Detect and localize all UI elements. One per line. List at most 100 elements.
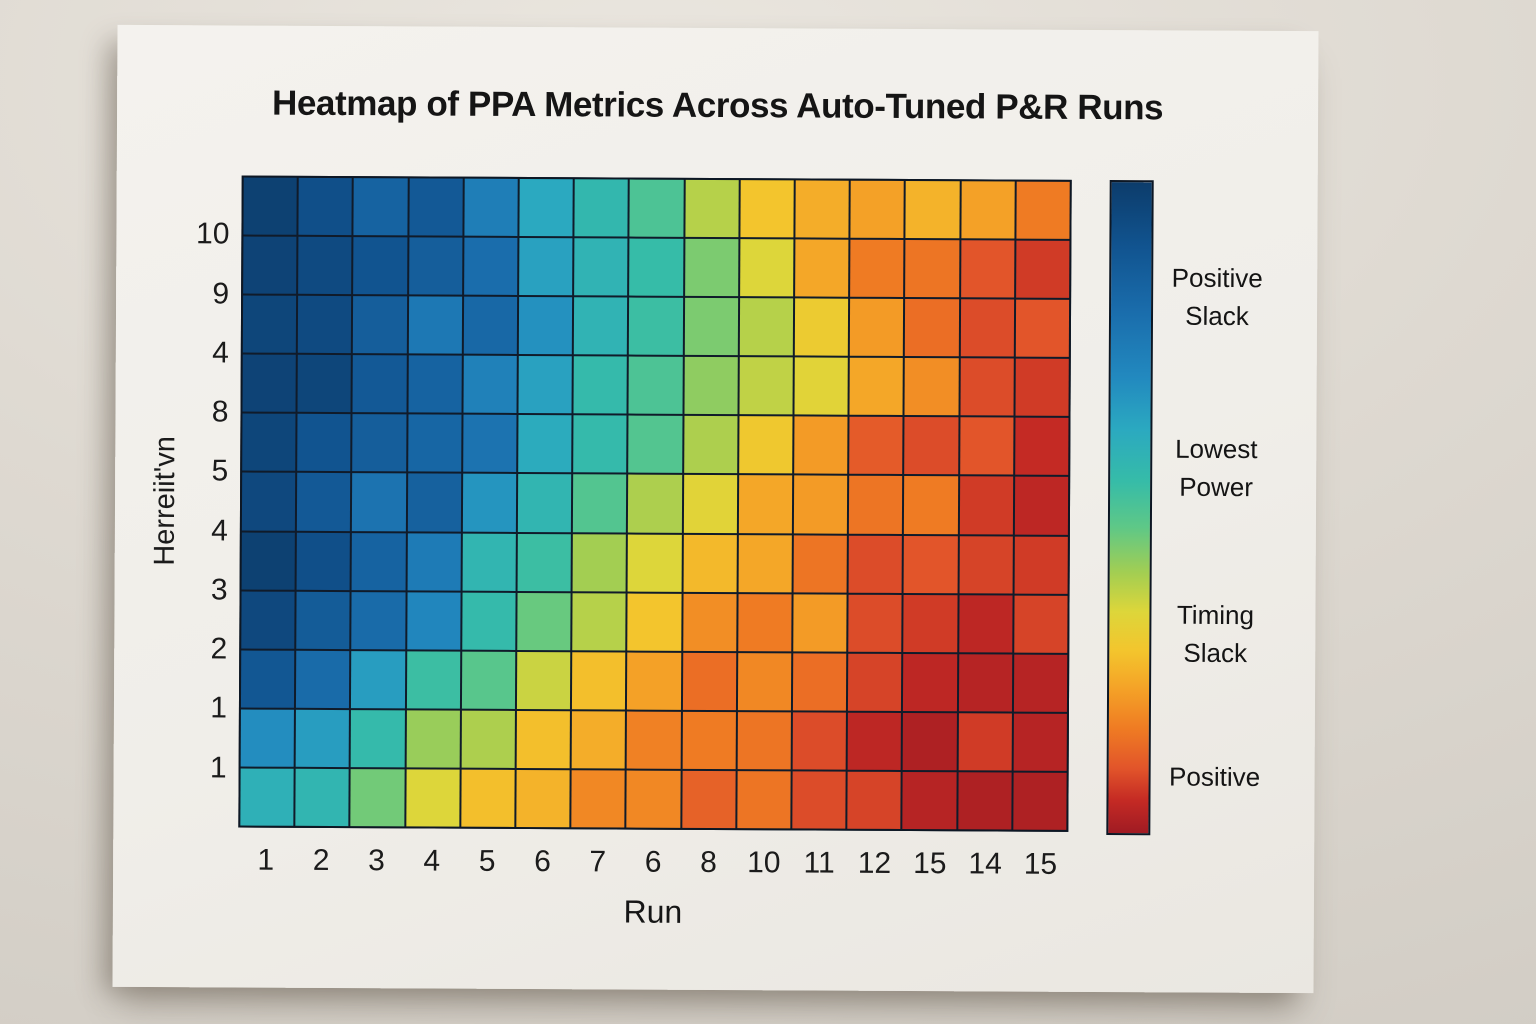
heatmap-cell [793, 594, 847, 652]
heatmap-cell [958, 653, 1013, 712]
heatmap-cell [905, 180, 960, 239]
heatmap-cell [353, 178, 408, 236]
x-tick-label: 11 [803, 846, 835, 880]
heatmap-cell [295, 768, 350, 827]
y-tick-label: 8 [211, 395, 229, 429]
heatmap-cell [464, 178, 518, 237]
heatmap-cell [903, 535, 958, 593]
heatmap-cell [684, 238, 739, 297]
heatmap-cell [960, 358, 1014, 416]
heatmap-cell [794, 357, 848, 416]
heatmap-cell [904, 476, 958, 534]
heatmap-cell [519, 178, 573, 237]
colorbar-label-line: Slack [1185, 300, 1249, 332]
heatmap-cell [407, 414, 462, 473]
x-tick-label: 12 [857, 846, 892, 880]
heatmap-cell [573, 415, 627, 473]
y-tick-label: 1 [209, 751, 227, 785]
heatmap-cell [516, 769, 570, 828]
heatmap-cell [351, 709, 405, 768]
heatmap-cell [240, 650, 295, 708]
y-tick-label: 2 [210, 632, 228, 666]
heatmap-cell [352, 355, 407, 413]
heatmap-cell [353, 296, 407, 354]
heatmap-cell [517, 533, 572, 591]
heatmap-cell [461, 769, 515, 827]
heatmap-cell [519, 238, 573, 296]
heatmap-cell [685, 179, 739, 238]
heatmap-cell [903, 653, 957, 712]
heatmap-cell [1013, 654, 1068, 712]
heatmap-cell [627, 593, 682, 651]
heatmap-cell [628, 356, 683, 415]
heatmap-cell [850, 239, 904, 298]
colorbar-label-line: Lowest [1175, 433, 1258, 465]
y-tick-label: 3 [210, 573, 228, 607]
colorbar-label: Lowest Power [1151, 431, 1281, 507]
y-tick-label: 5 [211, 454, 229, 488]
heatmap-cell [463, 355, 517, 414]
heatmap-cell [793, 534, 848, 593]
heatmap-cell [406, 651, 461, 709]
heatmap-cell [795, 239, 849, 297]
colorbar-label: Timing Slack [1150, 596, 1280, 672]
y-tick-label: 4 [211, 513, 228, 548]
heatmap-cell [739, 357, 793, 415]
heatmap-cell [849, 417, 903, 475]
heatmap-cell [682, 711, 736, 770]
heatmap-cell [353, 237, 408, 295]
heatmap-cell [957, 772, 1012, 830]
heatmap-cell [847, 771, 902, 829]
heatmap-cell [959, 535, 1013, 594]
heatmap-cell [850, 180, 905, 239]
heatmap-cell [407, 532, 461, 591]
heatmap-cell [297, 355, 352, 413]
heatmap-cell [516, 710, 571, 769]
heatmap-cell [847, 712, 902, 770]
heatmap-cell [1015, 358, 1069, 417]
y-axis-tick-labels: 10 9 4 8 5 4 3 2 1 1 [113, 175, 230, 828]
heatmap-cell [628, 474, 682, 533]
heatmap-cell [297, 414, 351, 472]
colorbar-label-line: Slack [1183, 637, 1248, 668]
heatmap-cell [573, 474, 627, 533]
heatmap-cell [240, 709, 295, 767]
heatmap-cell [462, 533, 516, 591]
heatmap-cell [573, 297, 628, 355]
heatmap-cell [849, 357, 904, 416]
heatmap-cell [461, 710, 515, 768]
heatmap-cell [297, 295, 352, 354]
heatmap-cell [406, 592, 461, 650]
heatmap-cell [682, 593, 737, 651]
heatmap-cell [737, 711, 791, 770]
x-tick-label: 5 [478, 844, 496, 878]
heatmap-cell [682, 652, 737, 710]
heatmap-cell [571, 711, 626, 769]
heatmap-cell [737, 652, 792, 711]
heatmap-cell [351, 591, 406, 650]
x-tick-label: 14 [968, 847, 1002, 881]
heatmap-cell [571, 770, 626, 828]
heatmap-cell [242, 295, 297, 354]
heatmap-cell [738, 534, 792, 593]
heatmap-cell [792, 771, 846, 829]
x-tick-label: 15 [913, 847, 947, 881]
chart-title: Heatmap of PPA Metrics Across Auto-Tuned… [271, 83, 1164, 128]
heatmap-cell [848, 535, 903, 593]
heatmap-cell [409, 178, 463, 236]
heatmap-cell [960, 240, 1015, 298]
heatmap-cell [352, 414, 407, 472]
heatmap-grid [238, 175, 1072, 832]
heatmap-cell [518, 415, 572, 473]
heatmap-cell [518, 356, 572, 414]
heatmap-cell [903, 712, 957, 771]
heatmap-cell [1014, 477, 1069, 535]
heatmap-cell [1013, 713, 1067, 771]
heatmap-cell [517, 474, 572, 532]
heatmap-cell [408, 296, 462, 354]
heatmap-cell [905, 240, 960, 298]
colorbar-label-line: Positive [1168, 761, 1261, 792]
heatmap-cell [1014, 595, 1068, 653]
heatmap-cell [298, 236, 352, 295]
